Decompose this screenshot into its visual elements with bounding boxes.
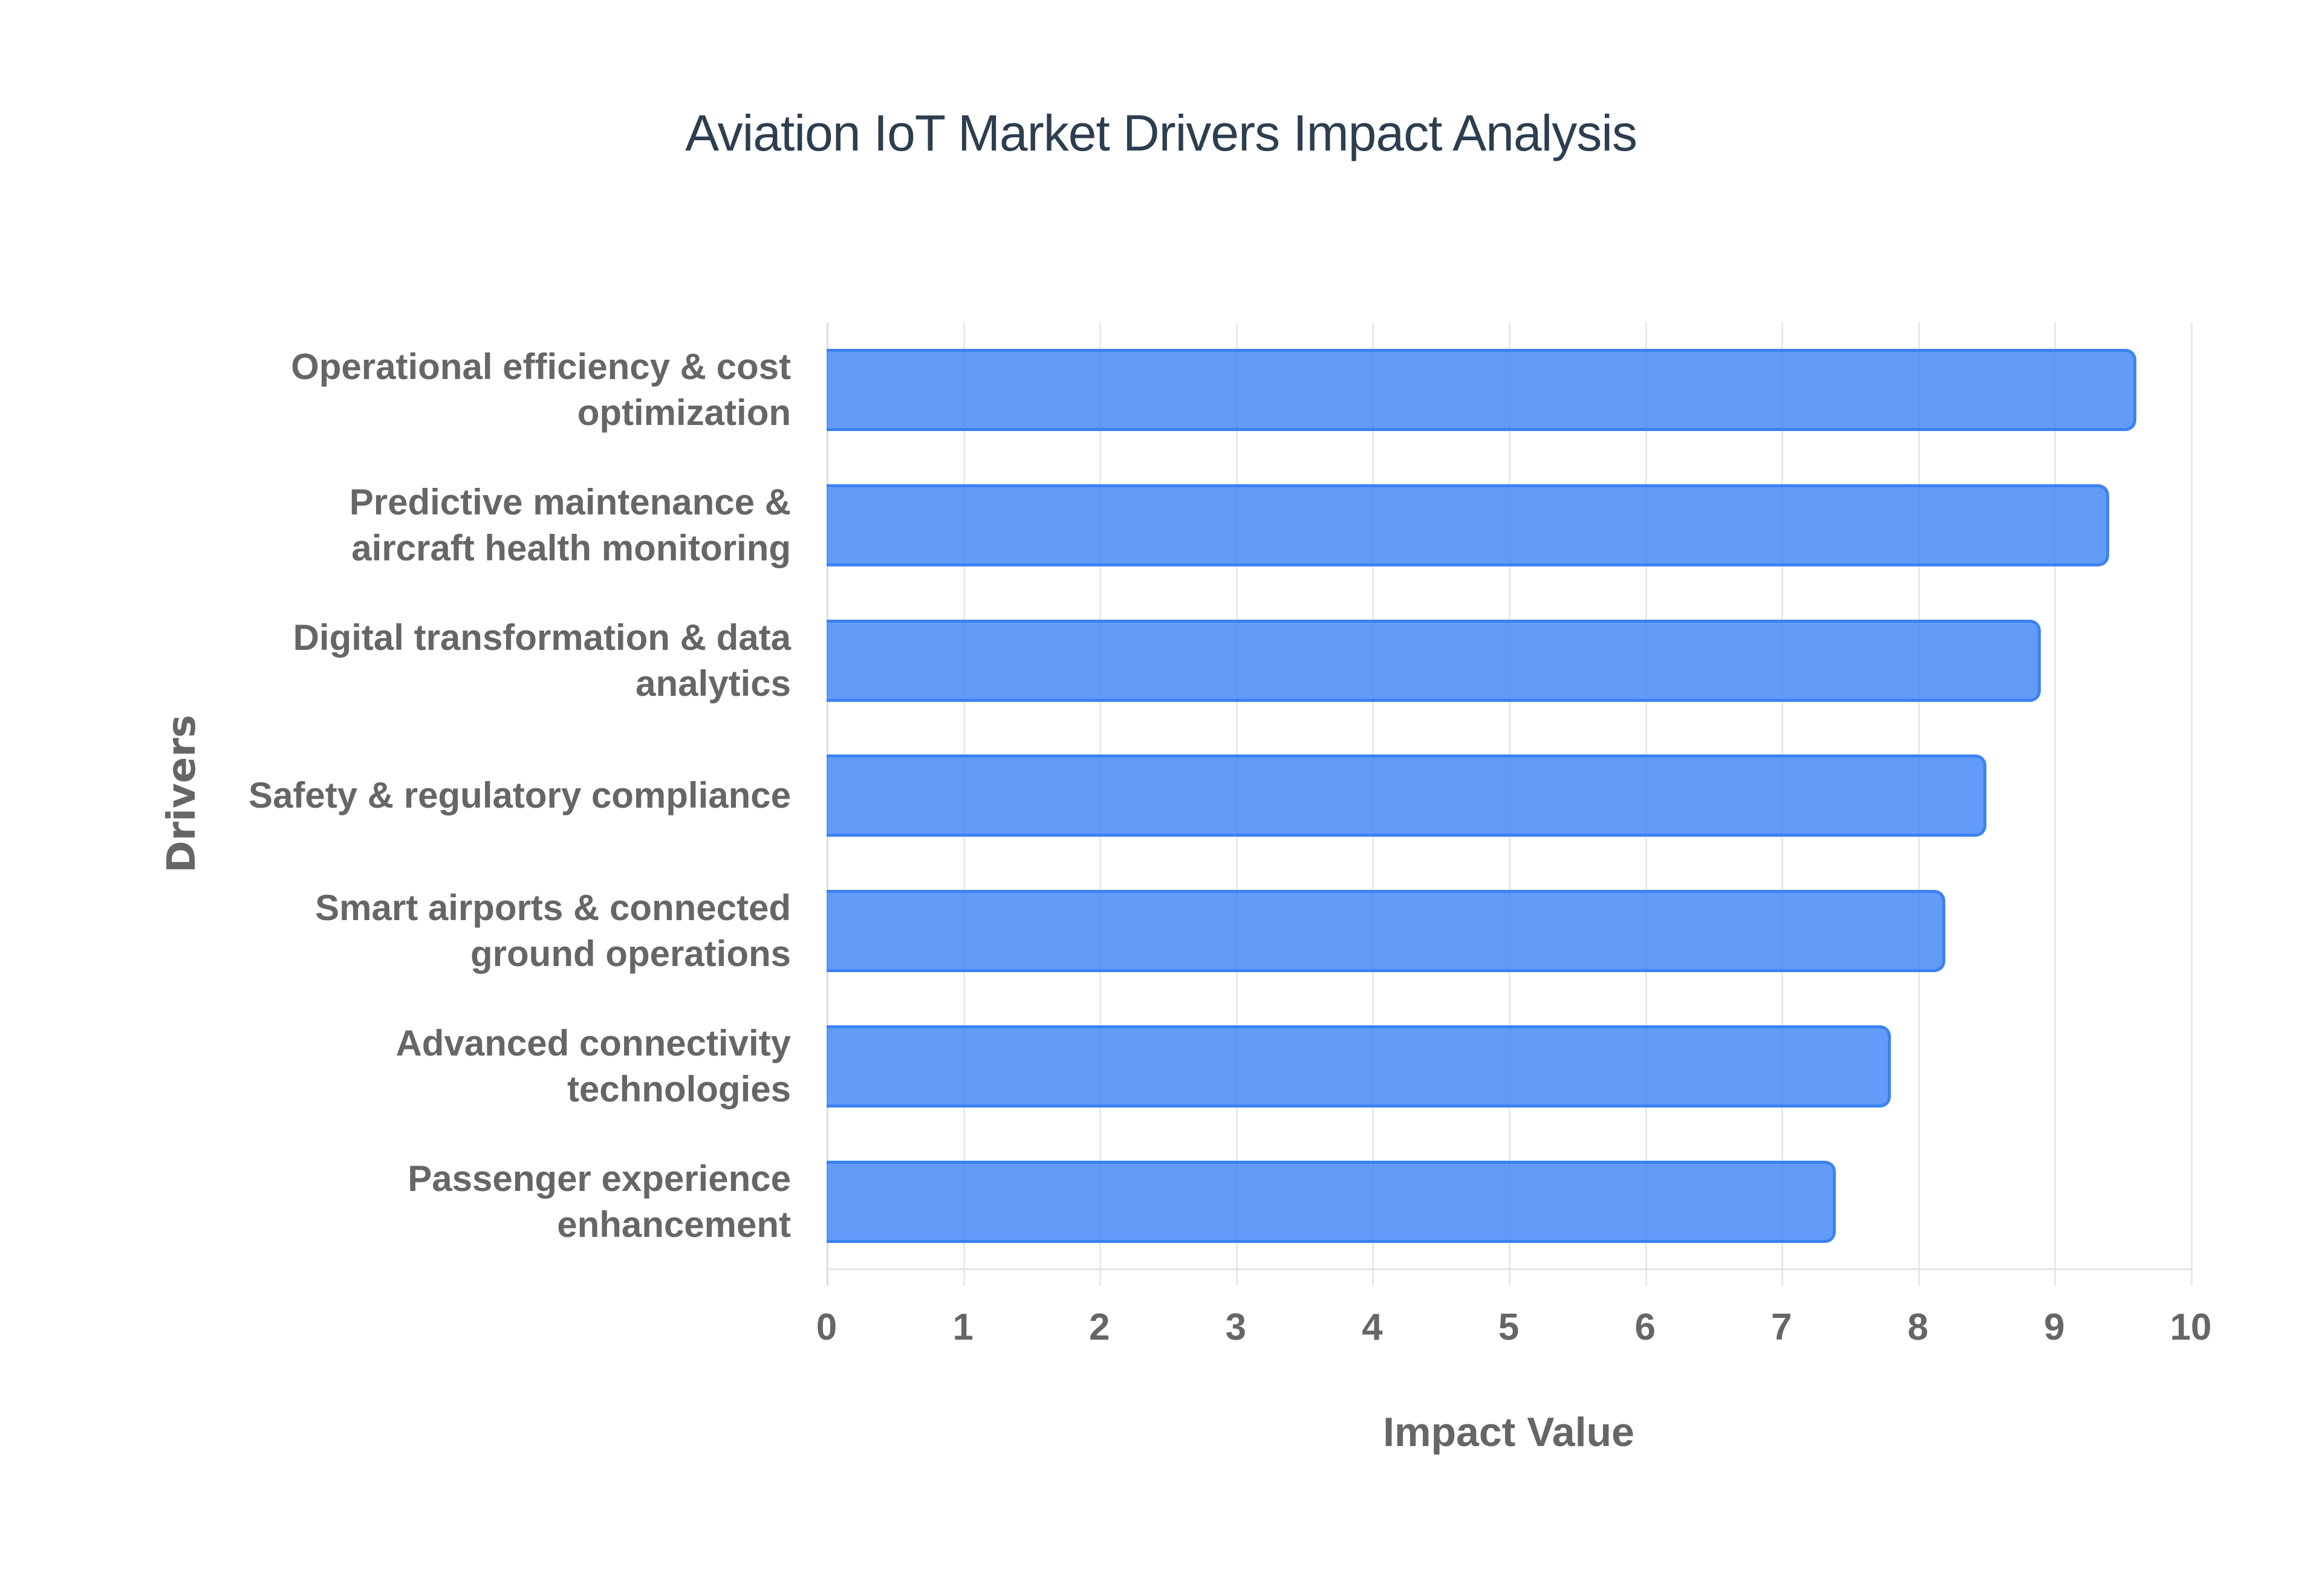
y-category-label: Smart airports & connected ground operati…: [315, 887, 791, 975]
y-category-label: Advanced connectivity technologies: [395, 1023, 791, 1109]
bar[interactable]: [827, 1160, 1836, 1243]
x-tick-label: 3: [1225, 1306, 1247, 1348]
bar[interactable]: [827, 754, 1986, 837]
y-category-label: Operational efficiency & cost optimizatio…: [291, 346, 791, 433]
x-tick-label: 2: [1088, 1306, 1110, 1348]
bar[interactable]: [827, 1025, 1891, 1108]
gridline: [2191, 322, 2193, 1286]
bar[interactable]: [827, 890, 1945, 973]
x-tick-label: 4: [1362, 1306, 1383, 1348]
x-tick-label: 10: [2170, 1306, 2212, 1348]
x-tick-label: 1: [952, 1306, 974, 1348]
bar[interactable]: [827, 619, 2041, 702]
y-category-label: Passenger experience enhancement: [408, 1158, 791, 1245]
y-category-label: Safety & regulatory compliance: [249, 775, 791, 816]
x-tick-label: 9: [2044, 1306, 2065, 1348]
gridline: [2054, 322, 2057, 1286]
bar[interactable]: [827, 349, 2136, 431]
x-tick-label: 0: [816, 1306, 837, 1348]
y-category-label: Predictive maintenance & aircraft health …: [349, 481, 791, 568]
x-tick-label: 6: [1634, 1306, 1656, 1348]
bar[interactable]: [827, 484, 2109, 566]
chart-title: Aviation IoT Market Drivers Impact Analy…: [685, 105, 1637, 161]
y-category-label: Digital transformation & data analytics: [293, 617, 791, 704]
x-tick-label: 7: [1771, 1306, 1792, 1348]
x-axis-line: [827, 1268, 2193, 1270]
plot-area: [827, 322, 2193, 1286]
x-tick-label: 8: [1907, 1306, 1929, 1348]
x-tick-label: 5: [1498, 1306, 1520, 1348]
x-axis-title: Impact Value: [1383, 1409, 1634, 1455]
